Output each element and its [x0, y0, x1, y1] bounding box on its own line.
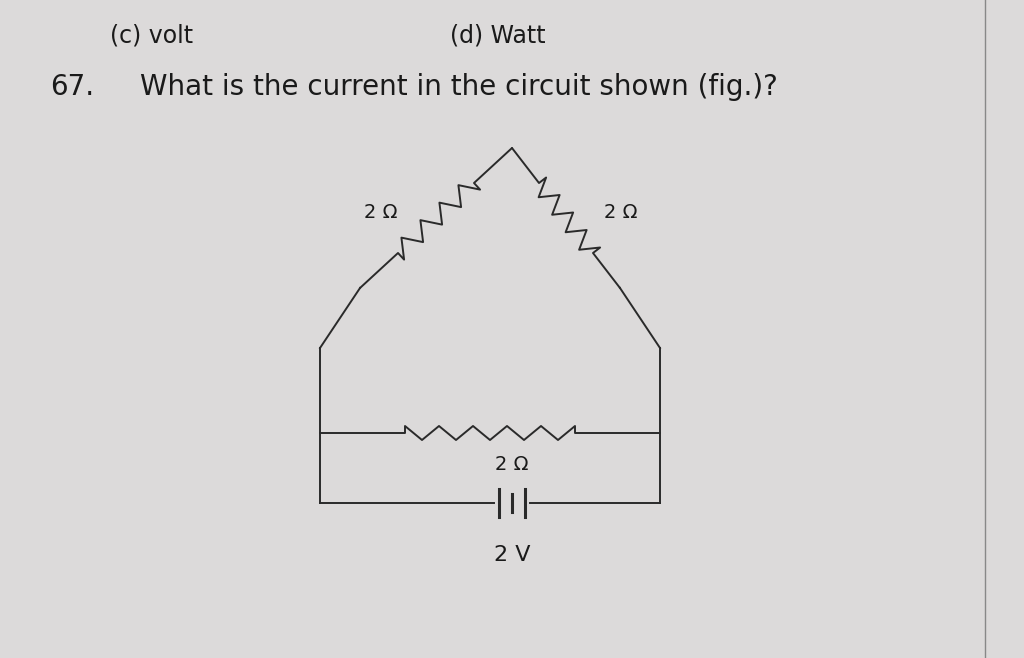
Text: 2 Ω: 2 Ω	[604, 203, 638, 222]
Text: 2 Ω: 2 Ω	[365, 203, 397, 222]
Text: (d) Watt: (d) Watt	[450, 23, 546, 47]
Text: 2 Ω: 2 Ω	[496, 455, 528, 474]
Text: (c) volt: (c) volt	[110, 23, 194, 47]
Text: What is the current in the circuit shown (fig.)?: What is the current in the circuit shown…	[140, 73, 778, 101]
Text: 2 V: 2 V	[494, 545, 530, 565]
Text: 67.: 67.	[50, 73, 94, 101]
